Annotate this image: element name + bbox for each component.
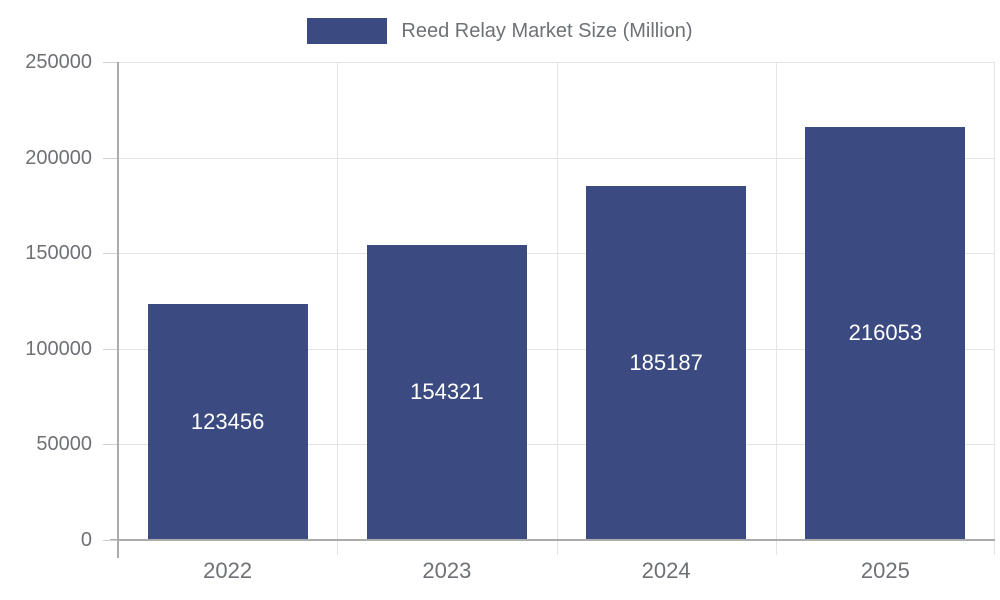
y-axis-tick-label: 200000 [25,146,92,169]
x-tick-mark [994,540,995,555]
y-axis-line [117,62,119,558]
y-tick-mark [103,62,117,63]
y-tick-mark [103,444,117,446]
y-axis-tick-label: 250000 [25,51,92,73]
bar[interactable] [586,185,747,540]
bar-value-label: 185187 [629,349,703,375]
y-axis-tick-label: 100000 [25,337,92,360]
y-tick-mark [103,157,117,159]
x-tick-mark [775,540,777,555]
x-axis-tick-label: 2022 [203,558,253,583]
plot-area: 123456 154321 185187 216053 [118,62,995,555]
x-gridline [556,62,558,540]
bar-value-label: 123456 [190,408,265,434]
x-axis-line [110,539,995,541]
x-axis-tick-label: 2024 [641,558,691,583]
x-tick-mark [556,540,558,555]
bar[interactable] [805,126,966,540]
legend-item-label: Reed Relay Market Size (Million) [401,20,693,42]
x-axis-tick-label: 2025 [860,558,910,583]
bar-value-label: 216053 [848,320,923,346]
x-gridline [775,62,777,540]
y-tick-mark [103,253,117,255]
chart-legend: Reed Relay Market Size (Million) [0,14,1000,48]
legend-color-swatch [307,18,388,44]
y-axis-tick-label: 150000 [25,242,92,265]
x-axis-tick-label: 2023 [422,558,472,583]
bar-value-label: 154321 [410,379,484,405]
x-tick-mark [337,540,339,555]
y-tick-mark [103,348,117,350]
y-axis-tick-label: 50000 [36,433,92,456]
bar[interactable] [366,244,527,540]
y-axis-tick-label: 0 [80,529,92,551]
y-tick-mark [103,540,117,541]
bar[interactable] [147,303,308,540]
x-gridline [337,62,339,540]
plot-right-border [994,62,995,540]
